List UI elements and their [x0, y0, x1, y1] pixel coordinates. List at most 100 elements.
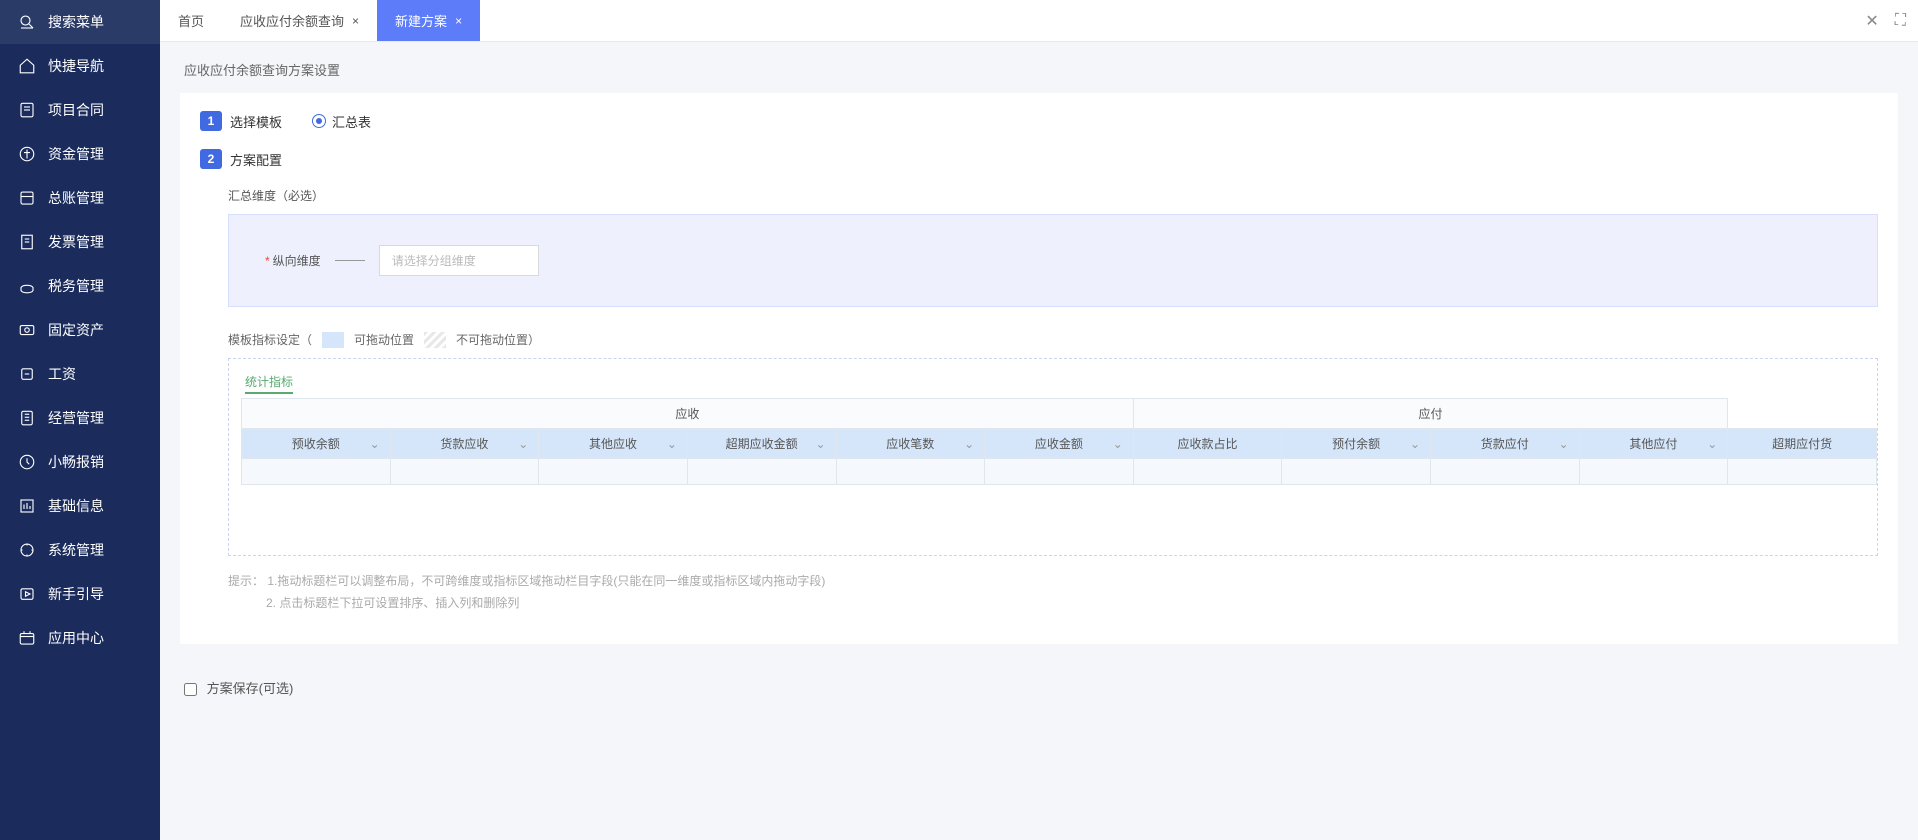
chevron-down-icon[interactable]: ⌄: [518, 437, 528, 451]
chevron-down-icon[interactable]: ⌄: [370, 437, 380, 451]
sidebar-label: 总账管理: [48, 188, 104, 208]
table-column-header[interactable]: 超期应付货: [1728, 429, 1877, 459]
sidebar-label: 快捷导航: [48, 56, 104, 76]
table-column-header[interactable]: 其他应收⌄: [539, 429, 688, 459]
table-column-header[interactable]: 预收余额⌄: [242, 429, 391, 459]
sidebar-item-fund[interactable]: 资金管理: [0, 132, 160, 176]
table-cell: [390, 459, 539, 485]
sidebar-item-system[interactable]: 系统管理: [0, 528, 160, 572]
chevron-down-icon[interactable]: ⌄: [1707, 437, 1717, 451]
ledger-icon: [18, 189, 36, 207]
table-group-header: 应付: [1133, 399, 1728, 429]
legend-row: 模板指标设定（ 可拖动位置 不可拖动位置）: [228, 331, 1878, 348]
fund-icon: [18, 145, 36, 163]
sidebar: 搜索菜单 快捷导航 项目合同 资金管理 总账管理 发票管理 税务管理 固定资产: [0, 0, 160, 840]
step1-row: 1 选择模板 汇总表: [200, 111, 1878, 131]
info-icon: [18, 497, 36, 515]
table-column-header[interactable]: 货款应付⌄: [1431, 429, 1580, 459]
table-column-header[interactable]: 预付余额⌄: [1282, 429, 1431, 459]
sidebar-item-salary[interactable]: 工资: [0, 352, 160, 396]
table-cell: [985, 459, 1134, 485]
sidebar-item-guide[interactable]: 新手引导: [0, 572, 160, 616]
tab-label: 应收应付余额查询: [240, 11, 344, 30]
table-cell: [539, 459, 688, 485]
sidebar-item-project[interactable]: 项目合同: [0, 88, 160, 132]
page-title: 应收应付余额查询方案设置: [160, 42, 1918, 93]
save-checkbox[interactable]: [184, 683, 197, 696]
table-column-header[interactable]: 应收金额⌄: [985, 429, 1134, 459]
dim-section-label: 汇总维度（必选）: [228, 187, 1878, 204]
tax-icon: [18, 277, 36, 295]
table-column-header[interactable]: 应收款占比: [1133, 429, 1282, 459]
close-all-icon[interactable]: ✕: [1865, 11, 1878, 31]
table-cell: [242, 459, 391, 485]
step2-title: 方案配置: [230, 150, 282, 169]
sidebar-item-invoice[interactable]: 发票管理: [0, 220, 160, 264]
close-icon[interactable]: ×: [352, 14, 359, 28]
chevron-down-icon[interactable]: ⌄: [1113, 437, 1123, 451]
sidebar-label: 小畅报销: [48, 452, 104, 472]
table-cell: [687, 459, 836, 485]
table-column-header[interactable]: 超期应收金额⌄: [687, 429, 836, 459]
asset-icon: [18, 321, 36, 339]
invoice-icon: [18, 233, 36, 251]
step1-badge: 1: [200, 111, 222, 131]
dimension-box: *纵向维度 请选择分组维度: [228, 214, 1878, 307]
config-card: 1 选择模板 汇总表 2 方案配置 汇总维度（必选） *纵向维度: [180, 93, 1898, 644]
sidebar-label: 系统管理: [48, 540, 104, 560]
table-cell: [1282, 459, 1431, 485]
home-icon: [18, 57, 36, 75]
tab-label: 首页: [178, 11, 204, 30]
chevron-down-icon[interactable]: ⌄: [667, 437, 677, 451]
apps-icon: [18, 629, 36, 647]
sidebar-item-manage[interactable]: 经营管理: [0, 396, 160, 440]
save-checkbox-label[interactable]: 方案保存(可选): [184, 681, 293, 696]
sidebar-label: 应用中心: [48, 628, 104, 648]
sidebar-item-home[interactable]: 快捷导航: [0, 44, 160, 88]
stat-label: 统计指标: [245, 373, 293, 394]
tab-home[interactable]: 首页: [160, 0, 222, 41]
manage-icon: [18, 409, 36, 427]
step1-title: 选择模板: [230, 112, 282, 131]
sidebar-label: 发票管理: [48, 232, 104, 252]
sidebar-label: 固定资产: [48, 320, 104, 340]
chevron-down-icon[interactable]: ⌄: [815, 437, 825, 451]
table-column-header[interactable]: 货款应收⌄: [390, 429, 539, 459]
save-label: 方案保存(可选): [207, 681, 294, 696]
tabbar: 首页 应收应付余额查询 × 新建方案 × ✕ ⛶: [160, 0, 1918, 42]
table-cell: [1133, 459, 1282, 485]
tab-new-plan[interactable]: 新建方案 ×: [377, 0, 480, 41]
chevron-down-icon[interactable]: ⌄: [1559, 437, 1569, 451]
hints: 提示： 1.拖动标题栏可以调整布局，不可跨维度或指标区域拖动栏目字段(只能在同一…: [228, 570, 1878, 614]
chevron-down-icon[interactable]: ⌄: [964, 437, 974, 451]
chevron-down-icon[interactable]: ⌄: [1410, 437, 1420, 451]
hint-line2: 2. 点击标题栏下拉可设置排序、插入列和删除列: [266, 596, 519, 610]
template-radio[interactable]: 汇总表: [312, 112, 371, 131]
table-cell: [836, 459, 985, 485]
legend-nodrag-swatch: [424, 332, 446, 348]
sidebar-item-search[interactable]: 搜索菜单: [0, 0, 160, 44]
guide-icon: [18, 585, 36, 603]
dim-line: [335, 260, 365, 261]
sidebar-item-asset[interactable]: 固定资产: [0, 308, 160, 352]
sidebar-label: 搜索菜单: [48, 12, 104, 32]
tab-balance-query[interactable]: 应收应付余额查询 ×: [222, 0, 377, 41]
sidebar-item-info[interactable]: 基础信息: [0, 484, 160, 528]
step2-row: 2 方案配置: [200, 149, 1878, 169]
legend-nodrag-label: 不可拖动位置）: [456, 331, 540, 348]
sidebar-item-tax[interactable]: 税务管理: [0, 264, 160, 308]
reimburse-icon: [18, 453, 36, 471]
table-column-header[interactable]: 其他应付⌄: [1579, 429, 1728, 459]
sidebar-item-ledger[interactable]: 总账管理: [0, 176, 160, 220]
close-icon[interactable]: ×: [455, 14, 462, 28]
sidebar-item-apps[interactable]: 应用中心: [0, 616, 160, 660]
table-cell: [1728, 459, 1877, 485]
table-cell: [1579, 459, 1728, 485]
table-column-header[interactable]: 应收笔数⌄: [836, 429, 985, 459]
salary-icon: [18, 365, 36, 383]
fullscreen-icon[interactable]: ⛶: [1895, 12, 1906, 30]
sidebar-label: 项目合同: [48, 100, 104, 120]
sidebar-item-reimburse[interactable]: 小畅报销: [0, 440, 160, 484]
sidebar-label: 资金管理: [48, 144, 104, 164]
dimension-select[interactable]: 请选择分组维度: [379, 245, 539, 276]
